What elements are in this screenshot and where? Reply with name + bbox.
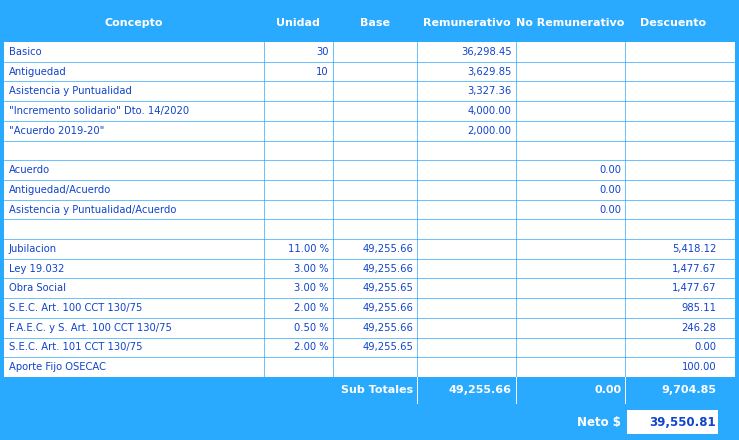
Text: 0.00: 0.00 [599,185,621,195]
Text: 246.28: 246.28 [681,323,716,333]
Text: Remunerativo: Remunerativo [423,18,510,28]
Bar [4,101,735,121]
Text: Neto $: Neto $ [577,415,621,429]
Bar [4,121,735,140]
Text: 0.00: 0.00 [599,165,621,175]
Text: 0.50 %: 0.50 % [294,323,329,333]
Text: F.A.E.C. y S. Art. 100 CCT 130/75: F.A.E.C. y S. Art. 100 CCT 130/75 [9,323,172,333]
Bar [627,410,718,434]
Text: 1,477.67: 1,477.67 [672,283,716,293]
Text: 3,327.36: 3,327.36 [468,86,511,96]
Bar [4,357,735,377]
Text: 36,298.45: 36,298.45 [461,47,511,57]
Bar [4,377,735,403]
Text: 1,477.67: 1,477.67 [672,264,716,274]
Text: 30: 30 [316,47,329,57]
Bar [4,180,735,200]
Text: Antiguedad/Acuerdo: Antiguedad/Acuerdo [9,185,112,195]
Text: Basico: Basico [9,47,41,57]
Text: Jubilacion: Jubilacion [9,244,57,254]
Text: Base: Base [360,18,390,28]
Text: 39,550.81: 39,550.81 [649,415,715,429]
Text: 4,000.00: 4,000.00 [468,106,511,116]
Text: 49,255.66: 49,255.66 [362,264,413,274]
Text: Descuento: Descuento [640,18,706,28]
Text: 0.00: 0.00 [695,342,716,352]
Text: 5,418.12: 5,418.12 [672,244,716,254]
Text: 3.00 %: 3.00 % [294,283,329,293]
Bar [4,259,735,279]
Text: 2.00 %: 2.00 % [294,303,329,313]
Text: Asistencia y Puntualidad/Acuerdo: Asistencia y Puntualidad/Acuerdo [9,205,177,215]
Text: No Remunerativo: No Remunerativo [517,18,624,28]
Text: 9,704.85: 9,704.85 [661,385,716,395]
Bar [4,81,735,101]
Text: 49,255.66: 49,255.66 [449,385,511,395]
Text: 0.00: 0.00 [599,205,621,215]
Bar [4,403,735,408]
Bar [4,408,735,436]
Text: Sub Totales: Sub Totales [341,385,413,395]
Text: 11.00 %: 11.00 % [288,244,329,254]
Bar [4,42,735,62]
Text: 985.11: 985.11 [681,303,716,313]
Text: 49,255.66: 49,255.66 [362,244,413,254]
Bar [4,62,735,81]
Text: 2,000.00: 2,000.00 [468,126,511,136]
Text: "Incremento solidario" Dto. 14/2020: "Incremento solidario" Dto. 14/2020 [9,106,189,116]
Bar [4,200,735,220]
Text: Ley 19.032: Ley 19.032 [9,264,64,274]
Text: 49,255.66: 49,255.66 [362,323,413,333]
Bar [4,318,735,337]
Bar [4,140,735,160]
Bar [4,279,735,298]
Bar [4,337,735,357]
Text: 100.00: 100.00 [682,362,716,372]
Text: S.E.C. Art. 100 CCT 130/75: S.E.C. Art. 100 CCT 130/75 [9,303,143,313]
Bar [4,220,735,239]
Bar [4,4,735,42]
Bar [4,160,735,180]
Text: Obra Social: Obra Social [9,283,66,293]
Text: S.E.C. Art. 101 CCT 130/75: S.E.C. Art. 101 CCT 130/75 [9,342,143,352]
Text: 10: 10 [316,66,329,77]
Text: 49,255.65: 49,255.65 [362,283,413,293]
Text: 3.00 %: 3.00 % [294,264,329,274]
Text: Asistencia y Puntualidad: Asistencia y Puntualidad [9,86,132,96]
Bar [4,239,735,259]
Text: 49,255.65: 49,255.65 [362,342,413,352]
Text: 0.00: 0.00 [594,385,621,395]
Text: 49,255.66: 49,255.66 [362,303,413,313]
Bar [4,298,735,318]
Text: Concepto: Concepto [104,18,163,28]
Text: Unidad: Unidad [276,18,320,28]
Text: 2.00 %: 2.00 % [294,342,329,352]
Text: Antiguedad: Antiguedad [9,66,67,77]
Text: 3,629.85: 3,629.85 [467,66,511,77]
Text: "Acuerdo 2019-20": "Acuerdo 2019-20" [9,126,104,136]
Text: Acuerdo: Acuerdo [9,165,50,175]
Text: Aporte Fijo OSECAC: Aporte Fijo OSECAC [9,362,106,372]
